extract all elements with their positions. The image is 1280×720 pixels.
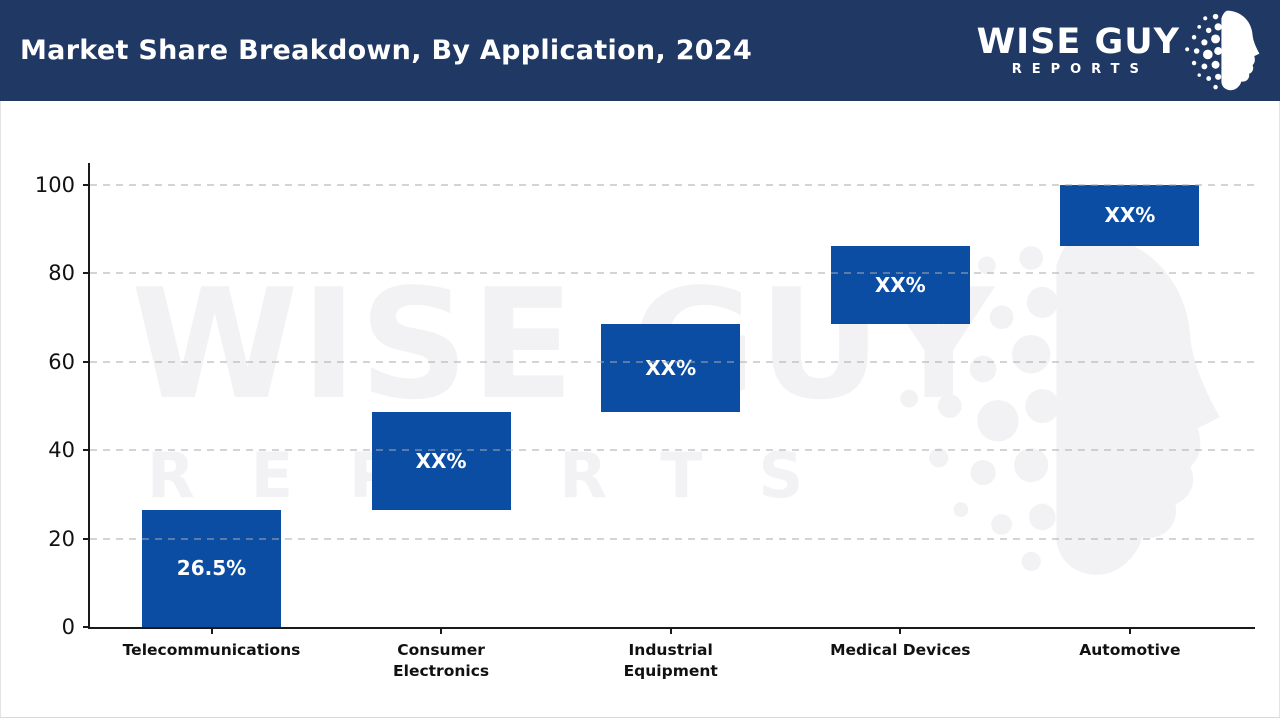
bar-medical-devices: XX%: [830, 246, 970, 324]
y-tick-label: 100: [34, 172, 75, 197]
gridline-y80: [90, 272, 1255, 274]
y-tick-label: 60: [48, 349, 75, 374]
bar-industrial-equipment: XX%: [601, 323, 741, 413]
x-tick: [669, 627, 672, 634]
y-tick-label: 80: [48, 261, 75, 285]
y-tick-label: 20: [48, 526, 75, 551]
x-tick: [210, 627, 213, 634]
y-tick-label: 0: [61, 615, 75, 639]
y-axis-spine: [88, 163, 90, 629]
bar-telecommunications: 26.5%: [142, 509, 281, 627]
bar-value-label: XX%: [874, 273, 926, 298]
x-tick: [899, 627, 902, 634]
y-tick: [83, 449, 90, 451]
y-tick-label: 40: [48, 438, 75, 462]
y-tick: [83, 626, 90, 628]
y-tick: [83, 272, 90, 274]
brand-logo: WISE GUY REPORTS: [977, 0, 1262, 101]
gridline-y40: [90, 449, 1255, 451]
chart-title: Market Share Breakdown, By Application, …: [20, 35, 753, 66]
gridline-y60: [90, 360, 1255, 363]
x-category-label: Consumer Electronics: [393, 641, 490, 680]
gridline-y20: [90, 537, 1255, 540]
bar-value-label: 26.5%: [176, 556, 247, 581]
bar-automotive: XX%: [1060, 184, 1200, 247]
bar-consumer-electronics: XX%: [371, 412, 511, 510]
y-tick: [83, 360, 90, 363]
x-category-label: Medical Devices: [830, 641, 971, 659]
brand-name: WISE GUY: [976, 22, 1180, 62]
y-tick: [83, 183, 90, 186]
x-axis-spine: [88, 627, 1255, 629]
bar-value-label: XX%: [645, 356, 697, 381]
dotted-head-icon: [1185, 10, 1260, 90]
watermark-dotted-head-icon: [900, 232, 1220, 575]
x-tick: [440, 627, 443, 634]
x-category-label: Automotive: [1079, 641, 1181, 659]
brand-logo-text: WISE GUY REPORTS: [976, 22, 1180, 77]
header-band: Market Share Breakdown, By Application, …: [0, 0, 1280, 101]
x-category-label: Industrial Equipment: [623, 641, 718, 680]
x-tick: [1128, 627, 1131, 634]
y-tick: [83, 537, 90, 540]
bar-value-label: XX%: [1104, 203, 1156, 228]
x-category-label: Telecommunications: [122, 641, 301, 659]
bar-value-label: XX%: [415, 449, 467, 474]
gridline-y100: [90, 183, 1255, 186]
brand-subname: REPORTS: [1011, 62, 1149, 77]
